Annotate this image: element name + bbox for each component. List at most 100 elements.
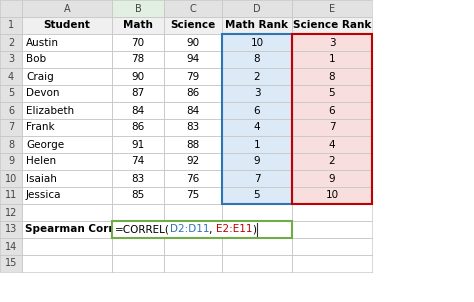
Bar xyxy=(164,153,222,170)
Bar xyxy=(22,221,112,238)
Bar xyxy=(22,85,112,102)
Bar xyxy=(112,51,164,68)
Text: 10: 10 xyxy=(326,191,338,201)
Text: 4: 4 xyxy=(8,72,14,82)
Bar xyxy=(112,170,164,187)
Text: 87: 87 xyxy=(131,88,145,98)
Bar xyxy=(292,136,372,153)
Bar xyxy=(112,17,164,34)
Bar xyxy=(22,34,112,51)
Bar xyxy=(164,34,222,51)
Text: 8: 8 xyxy=(8,140,14,149)
Bar xyxy=(164,170,222,187)
Bar xyxy=(164,204,222,221)
Bar xyxy=(164,187,222,204)
Bar xyxy=(292,255,372,272)
Bar xyxy=(22,238,112,255)
Bar xyxy=(164,136,222,153)
Bar xyxy=(22,51,112,68)
Text: 7: 7 xyxy=(254,174,260,184)
Bar xyxy=(164,238,222,255)
Bar xyxy=(222,51,292,68)
Text: E2:E11: E2:E11 xyxy=(216,224,253,234)
Bar xyxy=(164,102,222,119)
Text: George: George xyxy=(26,140,64,149)
Bar xyxy=(0,238,22,255)
Text: 4: 4 xyxy=(254,123,260,133)
Bar xyxy=(112,221,292,238)
Bar xyxy=(0,119,22,136)
Text: 74: 74 xyxy=(131,156,145,166)
Text: 1: 1 xyxy=(328,54,335,65)
Bar xyxy=(222,153,292,170)
Bar xyxy=(112,221,164,238)
Text: D: D xyxy=(253,4,261,14)
Bar xyxy=(222,187,292,204)
Bar xyxy=(22,204,112,221)
Text: 86: 86 xyxy=(186,88,200,98)
Text: 5: 5 xyxy=(328,88,335,98)
Text: Craig: Craig xyxy=(26,72,54,82)
Text: 3: 3 xyxy=(8,54,14,65)
Bar xyxy=(164,0,222,17)
Bar xyxy=(222,17,292,34)
Text: 94: 94 xyxy=(186,54,200,65)
Bar xyxy=(22,187,112,204)
Text: Student: Student xyxy=(44,21,91,31)
Bar xyxy=(112,68,164,85)
Text: 3: 3 xyxy=(254,88,260,98)
Text: 10: 10 xyxy=(250,37,264,47)
Text: 2: 2 xyxy=(328,156,335,166)
Text: 90: 90 xyxy=(186,37,200,47)
Text: Bob: Bob xyxy=(26,54,46,65)
Text: 3: 3 xyxy=(328,37,335,47)
Text: 85: 85 xyxy=(131,191,145,201)
Bar xyxy=(292,221,372,238)
Text: 75: 75 xyxy=(186,191,200,201)
Bar xyxy=(0,17,22,34)
Text: C: C xyxy=(190,4,196,14)
Bar xyxy=(222,34,292,51)
Text: ): ) xyxy=(253,224,256,234)
Text: 86: 86 xyxy=(131,123,145,133)
Bar xyxy=(222,204,292,221)
Bar xyxy=(0,0,22,17)
Bar xyxy=(164,17,222,34)
Text: 83: 83 xyxy=(186,123,200,133)
Bar xyxy=(292,187,372,204)
Text: 8: 8 xyxy=(254,54,260,65)
Bar xyxy=(0,221,22,238)
Text: Spearman Correlation:: Spearman Correlation: xyxy=(25,224,159,234)
Text: 7: 7 xyxy=(8,123,14,133)
Text: Isaiah: Isaiah xyxy=(26,174,57,184)
Bar xyxy=(0,153,22,170)
Bar xyxy=(0,102,22,119)
Bar xyxy=(292,0,372,17)
Bar xyxy=(222,102,292,119)
Text: 84: 84 xyxy=(186,105,200,115)
Bar xyxy=(112,187,164,204)
Text: Austin: Austin xyxy=(26,37,59,47)
Text: 9: 9 xyxy=(328,174,335,184)
Text: 90: 90 xyxy=(131,72,145,82)
Bar xyxy=(22,255,112,272)
Bar xyxy=(0,187,22,204)
Bar xyxy=(164,85,222,102)
Text: 70: 70 xyxy=(131,37,145,47)
Bar xyxy=(222,85,292,102)
Bar xyxy=(292,153,372,170)
Text: 2: 2 xyxy=(8,37,14,47)
Bar xyxy=(292,102,372,119)
Bar xyxy=(112,153,164,170)
Bar xyxy=(164,68,222,85)
Text: 92: 92 xyxy=(186,156,200,166)
Bar xyxy=(222,68,292,85)
Bar xyxy=(292,51,372,68)
Bar xyxy=(164,51,222,68)
Text: 88: 88 xyxy=(186,140,200,149)
Text: 5: 5 xyxy=(8,88,14,98)
Bar xyxy=(112,255,164,272)
Text: 6: 6 xyxy=(254,105,260,115)
Text: 14: 14 xyxy=(5,242,17,252)
Text: 9: 9 xyxy=(254,156,260,166)
